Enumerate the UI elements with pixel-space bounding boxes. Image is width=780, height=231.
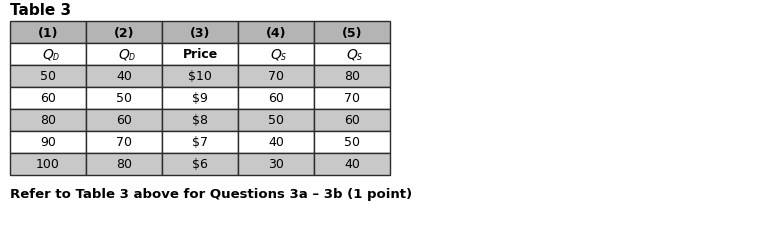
- Text: 80: 80: [344, 70, 360, 83]
- Bar: [238, 66, 314, 88]
- Text: 70: 70: [344, 92, 360, 105]
- Text: $6: $6: [192, 158, 208, 171]
- Bar: [86, 131, 162, 153]
- Text: 60: 60: [268, 92, 284, 105]
- Bar: [314, 153, 390, 175]
- Bar: [162, 88, 238, 109]
- Text: 50: 50: [116, 92, 132, 105]
- Bar: [162, 109, 238, 131]
- Text: (5): (5): [342, 26, 362, 39]
- Text: 80: 80: [40, 114, 56, 127]
- Bar: [314, 131, 390, 153]
- Text: 50: 50: [344, 136, 360, 149]
- Bar: [86, 153, 162, 175]
- Text: 40: 40: [268, 136, 284, 149]
- Text: 60: 60: [116, 114, 132, 127]
- Text: $Q$: $Q$: [118, 47, 130, 62]
- Text: $Q$: $Q$: [42, 47, 54, 62]
- Bar: [10, 66, 86, 88]
- Text: (2): (2): [114, 26, 134, 39]
- Text: $_S$: $_S$: [356, 51, 362, 64]
- Bar: [10, 22, 86, 44]
- Text: 40: 40: [116, 70, 132, 83]
- Text: $7: $7: [192, 136, 208, 149]
- Text: 40: 40: [344, 158, 360, 171]
- Bar: [10, 131, 86, 153]
- Bar: [162, 153, 238, 175]
- Bar: [314, 88, 390, 109]
- Text: 60: 60: [40, 92, 56, 105]
- Bar: [238, 109, 314, 131]
- Bar: [238, 153, 314, 175]
- Bar: [10, 88, 86, 109]
- Text: $Q$: $Q$: [270, 47, 282, 62]
- Text: 100: 100: [36, 158, 60, 171]
- Text: $_D$: $_D$: [127, 51, 135, 64]
- Text: Refer to Table 3 above for Questions 3a – 3b (1 point): Refer to Table 3 above for Questions 3a …: [10, 187, 412, 200]
- Bar: [162, 22, 238, 44]
- Text: $8: $8: [192, 114, 208, 127]
- Bar: [238, 44, 314, 66]
- Text: $_D$: $_D$: [51, 51, 59, 64]
- Text: 30: 30: [268, 158, 284, 171]
- Bar: [86, 66, 162, 88]
- Text: 80: 80: [116, 158, 132, 171]
- Text: 90: 90: [40, 136, 56, 149]
- Bar: [314, 109, 390, 131]
- Bar: [86, 109, 162, 131]
- Text: $Q$: $Q$: [346, 47, 358, 62]
- Bar: [238, 22, 314, 44]
- Text: Price: Price: [183, 48, 218, 61]
- Text: 50: 50: [40, 70, 56, 83]
- Bar: [86, 22, 162, 44]
- Text: 70: 70: [116, 136, 132, 149]
- Bar: [238, 131, 314, 153]
- Bar: [162, 44, 238, 66]
- Bar: [86, 88, 162, 109]
- Text: $_S$: $_S$: [279, 51, 286, 64]
- Bar: [238, 88, 314, 109]
- Bar: [10, 153, 86, 175]
- Text: $10: $10: [188, 70, 212, 83]
- Bar: [10, 44, 86, 66]
- Text: 50: 50: [268, 114, 284, 127]
- Text: Table 3: Table 3: [10, 3, 71, 18]
- Text: 60: 60: [344, 114, 360, 127]
- Bar: [162, 66, 238, 88]
- Bar: [314, 22, 390, 44]
- Bar: [10, 109, 86, 131]
- Text: (4): (4): [266, 26, 286, 39]
- Bar: [314, 44, 390, 66]
- Bar: [162, 131, 238, 153]
- Text: 70: 70: [268, 70, 284, 83]
- Bar: [314, 66, 390, 88]
- Text: (1): (1): [37, 26, 58, 39]
- Text: (3): (3): [190, 26, 210, 39]
- Bar: [86, 44, 162, 66]
- Text: $9: $9: [192, 92, 208, 105]
